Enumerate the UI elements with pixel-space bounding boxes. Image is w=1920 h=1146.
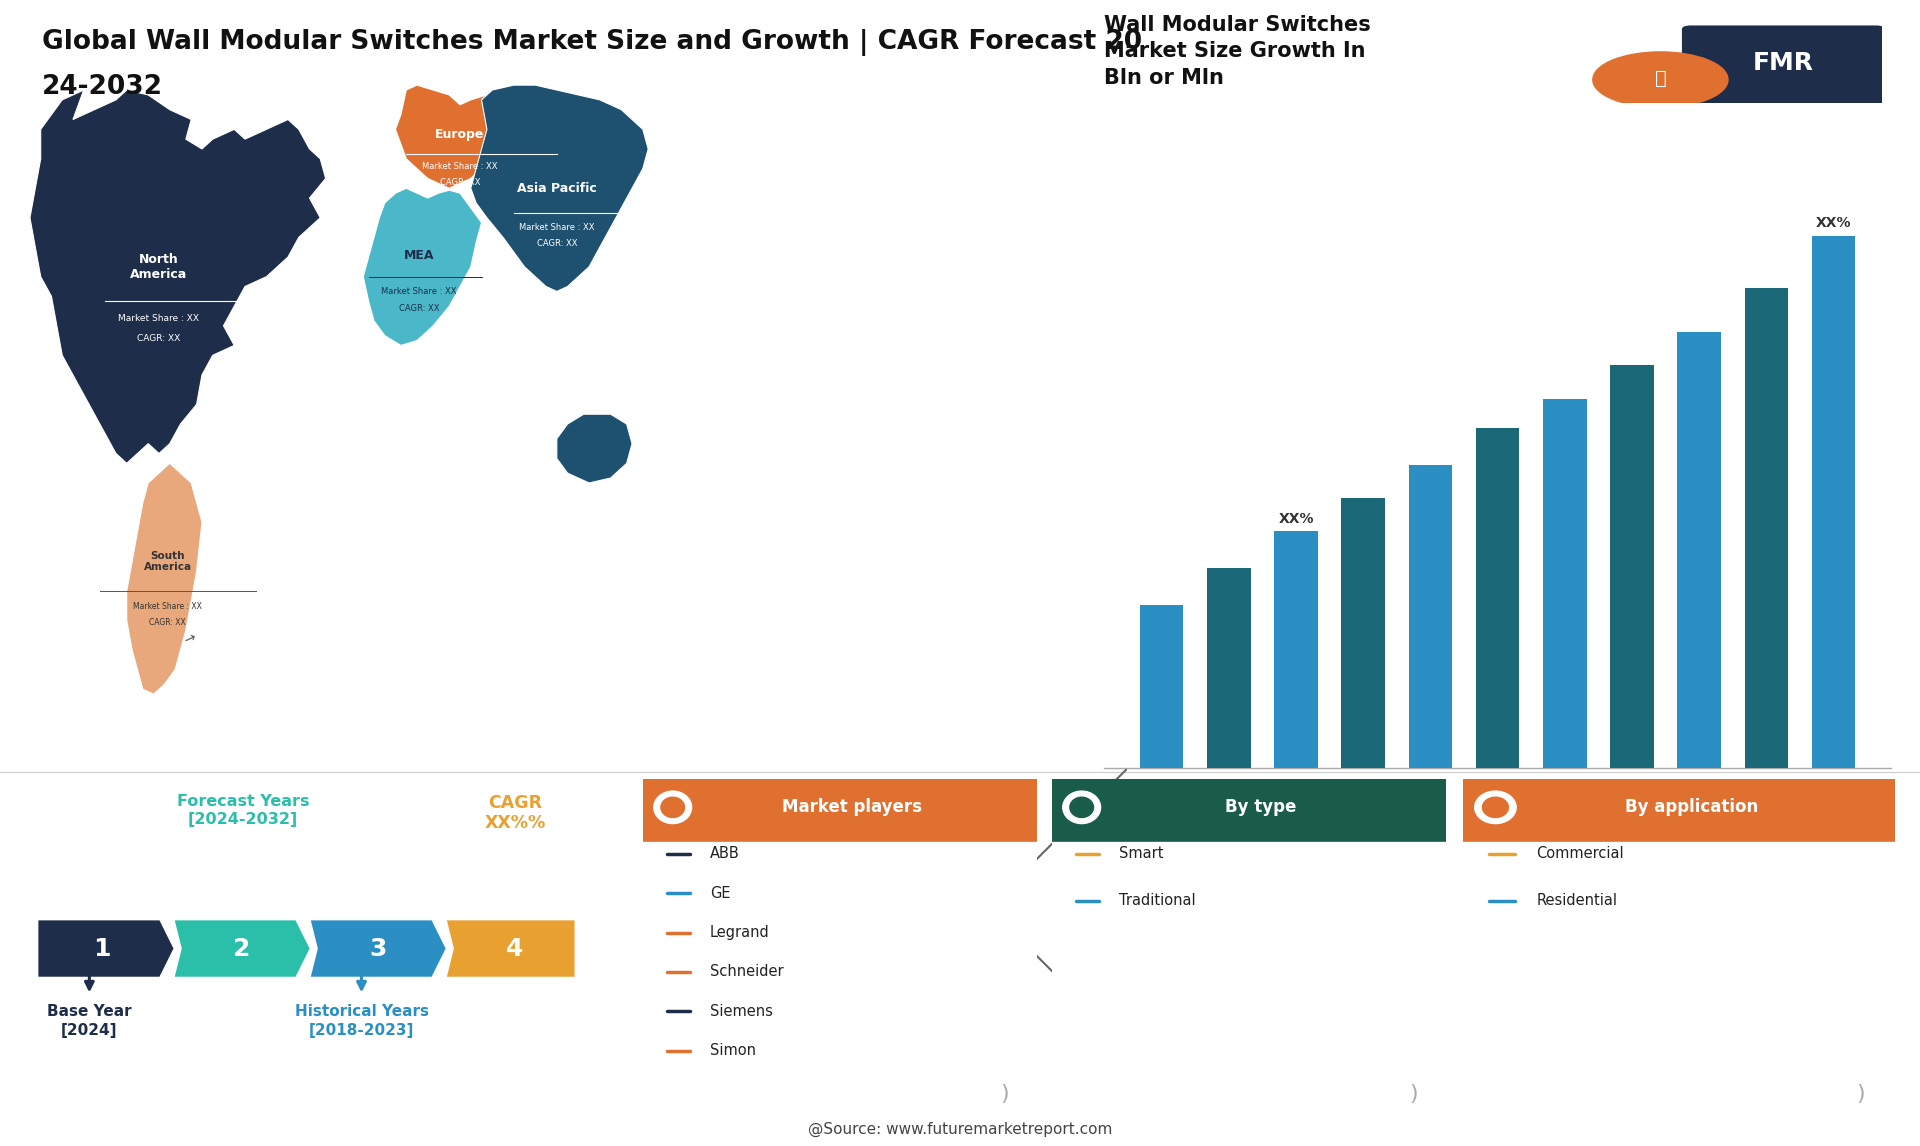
Text: Legrand: Legrand (710, 925, 770, 940)
Text: Market Share : XX: Market Share : XX (422, 162, 497, 171)
FancyBboxPatch shape (1682, 25, 1885, 147)
Text: CAGR: XX: CAGR: XX (138, 333, 180, 343)
Circle shape (1064, 791, 1100, 824)
Bar (1544, 399, 1586, 768)
Bar (1611, 366, 1653, 768)
Text: ↗: ↗ (180, 630, 196, 647)
Polygon shape (445, 919, 576, 978)
Text: Smart: Smart (1119, 846, 1164, 861)
Text: Residential: Residential (1536, 894, 1617, 909)
Circle shape (1475, 791, 1517, 824)
FancyBboxPatch shape (1039, 772, 1459, 842)
Text: ): ) (1857, 1084, 1864, 1104)
Circle shape (660, 798, 685, 817)
Text: CAGR
XX%%: CAGR XX%% (484, 794, 545, 832)
Text: ABB: ABB (710, 846, 739, 861)
Bar (1208, 568, 1250, 768)
Text: Market Share : XX: Market Share : XX (382, 288, 457, 297)
Text: Traditional: Traditional (1119, 894, 1196, 909)
Text: ⌖: ⌖ (1655, 69, 1667, 88)
Text: ): ) (1409, 1084, 1419, 1104)
Text: 3: 3 (369, 936, 386, 960)
Bar (1342, 499, 1384, 768)
Text: CAGR: XX: CAGR: XX (399, 304, 440, 313)
FancyBboxPatch shape (1448, 772, 1910, 842)
Text: Market Share : XX: Market Share : XX (132, 602, 202, 611)
Text: GE: GE (710, 886, 732, 901)
Text: North
America: North America (131, 253, 188, 281)
Circle shape (1482, 798, 1509, 817)
FancyBboxPatch shape (630, 772, 1050, 842)
Bar (1476, 429, 1519, 768)
Polygon shape (363, 188, 482, 345)
Text: 24-2032: 24-2032 (42, 74, 163, 101)
Circle shape (1594, 52, 1728, 108)
Text: @Source: www.futuremarketreport.com: @Source: www.futuremarketreport.com (808, 1122, 1112, 1137)
Text: Asia Pacific: Asia Pacific (516, 182, 597, 195)
Text: Global Wall Modular Switches Market Size and Growth | CAGR Forecast 20: Global Wall Modular Switches Market Size… (42, 29, 1142, 56)
Text: FUTURE MARKET REPORT: FUTURE MARKET REPORT (1740, 111, 1828, 116)
Text: Commercial: Commercial (1536, 846, 1624, 861)
Bar (1140, 605, 1183, 768)
Text: Schneider: Schneider (710, 965, 783, 980)
Polygon shape (173, 919, 311, 978)
Text: 4: 4 (505, 936, 522, 960)
Text: Market Share : XX: Market Share : XX (119, 314, 200, 323)
Bar (1678, 332, 1720, 768)
Bar (1812, 236, 1855, 768)
Text: Historical Years
[2018-2023]: Historical Years [2018-2023] (294, 1004, 428, 1037)
Text: Market players: Market players (781, 799, 922, 816)
Polygon shape (396, 85, 524, 188)
Circle shape (1069, 798, 1094, 817)
Text: Europe: Europe (436, 127, 484, 141)
Text: 1: 1 (94, 936, 111, 960)
Text: CAGR: XX: CAGR: XX (150, 619, 186, 627)
Polygon shape (309, 919, 447, 978)
Polygon shape (127, 463, 202, 694)
Text: By application: By application (1626, 799, 1759, 816)
Text: Market Share : XX: Market Share : XX (518, 222, 595, 231)
Polygon shape (31, 91, 326, 463)
Text: FMR: FMR (1753, 52, 1814, 76)
Text: XX%: XX% (1816, 217, 1851, 230)
Text: ): ) (1000, 1084, 1010, 1104)
Bar (1409, 465, 1452, 768)
FancyBboxPatch shape (1044, 823, 1453, 1124)
Text: Wall Modular Switches
Market Size Growth In
Bln or Mln: Wall Modular Switches Market Size Growth… (1104, 15, 1371, 88)
FancyBboxPatch shape (1455, 823, 1903, 1124)
Polygon shape (36, 919, 175, 978)
Bar (1745, 288, 1788, 768)
Text: Siemens: Siemens (710, 1004, 774, 1019)
Polygon shape (470, 85, 649, 291)
FancyBboxPatch shape (636, 823, 1044, 1124)
Circle shape (655, 791, 691, 824)
Text: By type: By type (1225, 799, 1296, 816)
Bar (1275, 532, 1317, 768)
Text: CAGR: XX: CAGR: XX (536, 240, 578, 249)
Text: Base Year
[2024]: Base Year [2024] (48, 1004, 132, 1037)
Text: XX%: XX% (1279, 511, 1313, 526)
Text: Simon: Simon (710, 1043, 756, 1059)
Polygon shape (557, 414, 632, 482)
Text: CAGR: XX: CAGR: XX (440, 179, 480, 187)
Text: Forecast Years
[2024-2032]: Forecast Years [2024-2032] (177, 794, 309, 827)
Text: 2: 2 (234, 936, 252, 960)
Text: MEA: MEA (403, 249, 434, 261)
Text: South
America: South America (144, 551, 192, 572)
